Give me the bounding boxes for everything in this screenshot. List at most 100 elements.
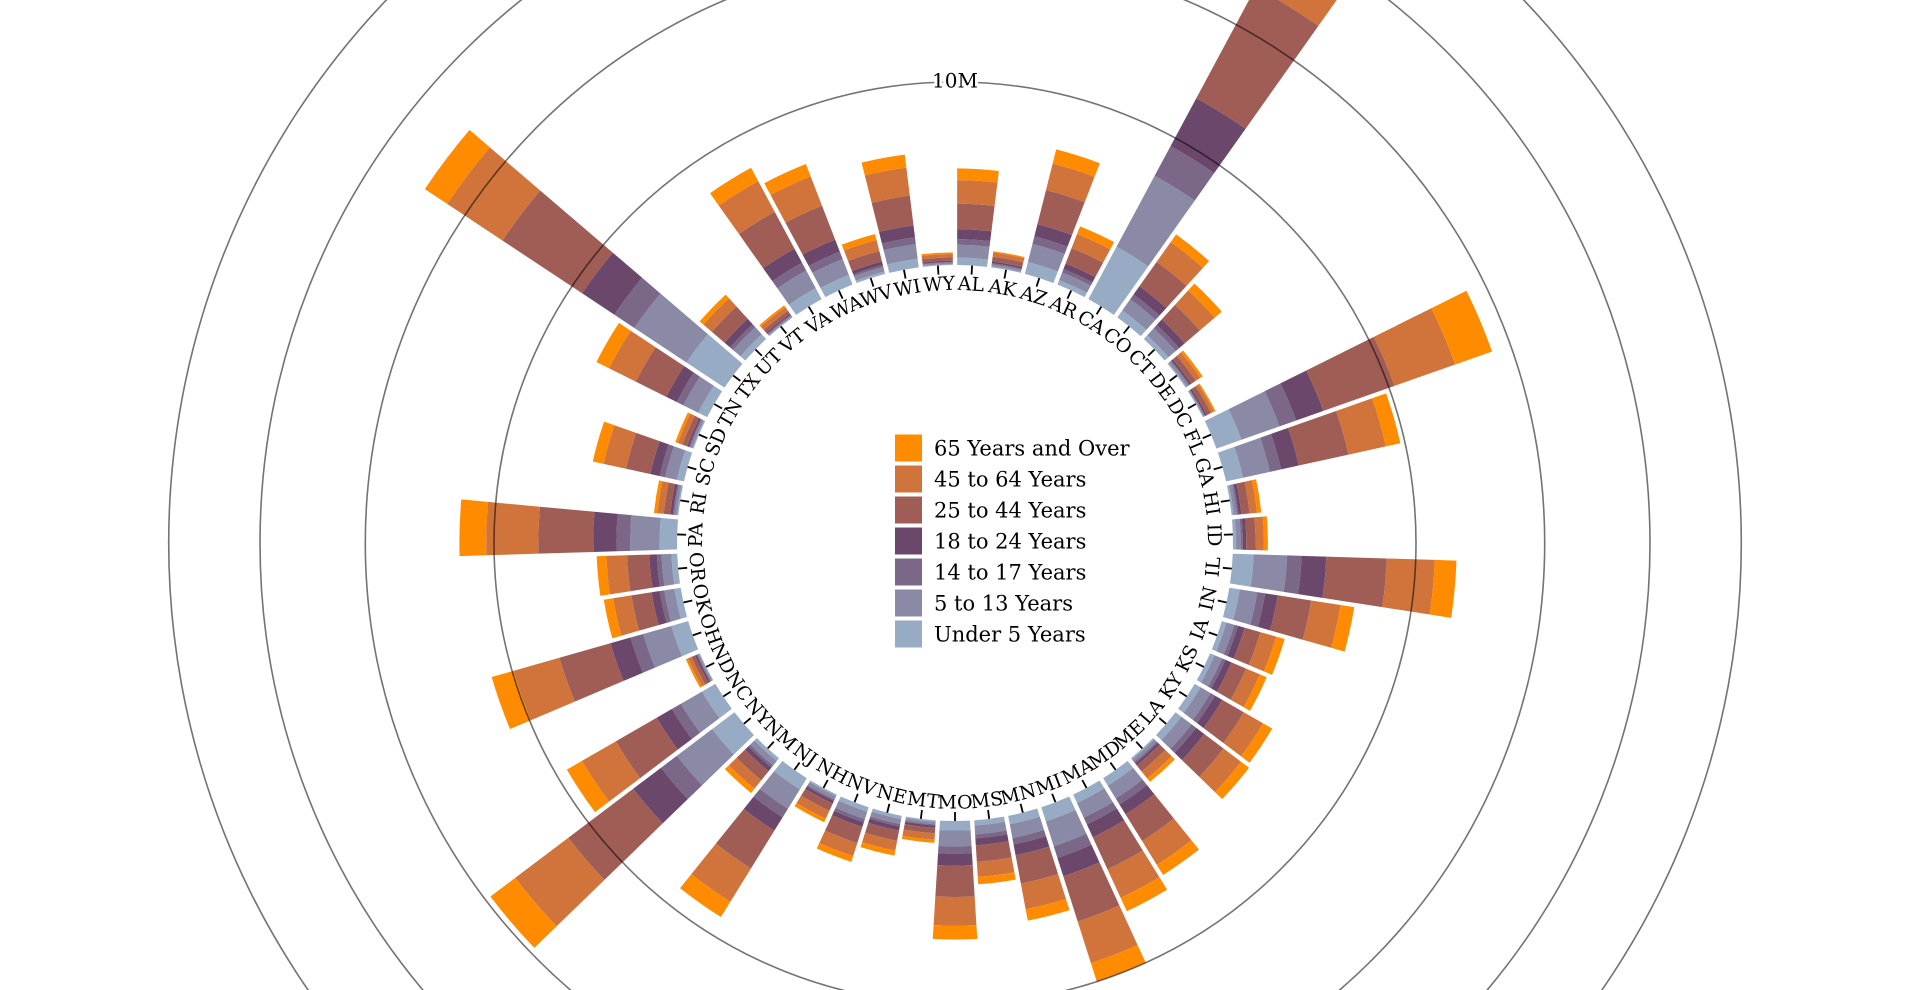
bar-segment-MA-14-to-17-years [1083,801,1117,825]
bar-segment-NE-18-to-24-years [868,818,900,831]
axis-tick-label-layer: 10M [929,66,981,96]
bar-segment-MI-5-to-13-years [1045,809,1087,847]
bar-segment-IN-under-5-years [1222,587,1240,620]
bar-segment-RI-18-to-24-years [670,483,678,515]
bar-segment-KS-65-years-and-over [1243,674,1267,711]
state-label-OK: OK [688,582,716,617]
bar-segment-SC-65-years-and-over [592,421,615,464]
state-tick-WV [869,277,875,287]
state-tick-CA [1095,306,1103,315]
bar-segment-ME-25-to-44-years [1136,744,1166,772]
bar-segment-NV-25-to-44-years [825,815,863,844]
bar-segment-NM-25-to-44-years [736,749,769,781]
bar-segment-WI-45-to-64-years [864,167,910,203]
bar-segment-MD-14-to-17-years [1115,779,1147,805]
bar-segment-ME-18-to-24-years [1135,742,1160,766]
bar-segment-MT-14-to-17-years [905,820,936,826]
bar-segment-OH-45-to-64-years [513,657,575,721]
state-tick-OK [683,599,693,604]
bar-segment-GA-5-to-13-years [1234,437,1270,478]
bar-segment-NM-5-to-13-years [750,740,777,766]
bar-segment-AK-45-to-64-years [992,252,1025,263]
bar-segment-FL-5-to-13-years [1228,391,1280,440]
state-label-MO: MO [937,792,972,814]
bar-segment-NE-5-to-13-years [870,811,902,825]
bar-segment-ID-under-5-years [1232,519,1236,550]
bar-segment-WV-45-to-64-years [843,239,880,261]
bar-segment-ND-5-to-13-years [697,653,713,682]
bar-segment-KS-under-5-years [1196,653,1215,683]
bar-segment-TX-18-to-24-years [582,252,643,315]
bar-segment-HI-under-5-years [1227,485,1234,516]
state-tick-MN [1019,803,1024,813]
bar-segment-TN-25-to-44-years [635,347,685,397]
bar-segment-NE-25-to-44-years [865,822,900,841]
bar-segment-SC-14-to-17-years [659,444,674,478]
bar-segment-CT-65-years-and-over [1188,283,1222,318]
bar-segment-NY-45-to-64-years [515,837,605,927]
bar-segment-OK-65-years-and-over [603,598,622,639]
legend-item-5-to-13-years: 5 to 13 Years [895,589,1073,617]
bar-segment-KY-25-to-44-years [1203,699,1244,743]
bar-segment-IL-14-to-17-years [1283,555,1302,595]
bar-segment-MO-45-to-64-years [933,896,977,926]
bar-segment-IL-5-to-13-years [1250,554,1288,592]
state-tick-IN [1217,599,1227,604]
bar-segment-PA-under-5-years [659,517,678,550]
bar-segment-GA-65-years-and-over [1372,393,1401,447]
state-tick-UT [754,348,763,357]
state-tick-NJ [793,762,801,771]
bar-segment-CA-5-to-13-years [1116,175,1195,267]
state-label-RI: RI [687,491,712,516]
bar-segment-FL-45-to-64-years [1373,308,1456,386]
state-label-NE: NE [874,780,909,809]
bar-segment-ND-65-years-and-over [685,658,702,688]
bar-segment-AR-14-to-17-years [1062,269,1093,286]
state-tick-VT [780,325,788,334]
bar-segment-WY-under-5-years [922,264,953,267]
bar-segment-UT-under-5-years [740,334,767,361]
bar-segment-RI-5-to-13-years [674,484,682,516]
bar-segment-OK-45-to-64-years [613,595,640,636]
bar-segment-DC-65-years-and-over [1198,383,1216,412]
bar-segment-ME-5-to-13-years [1132,739,1157,763]
state-label-SD: SD [701,425,732,460]
legend-label: 18 to 24 Years [934,530,1086,554]
state-tick-IL [1222,566,1232,570]
bar-segment-NJ-45-to-64-years [691,843,751,902]
bar-segment-OK-under-5-years [674,587,688,619]
state-label-ID: ID [1203,523,1226,546]
bar-segment-CA-25-to-44-years [1196,0,1319,129]
state-tick-HI [1220,499,1230,503]
bar-segment-NH-25-to-44-years [801,788,833,811]
bar-segment-IL-65-years-and-over [1429,559,1457,618]
bar-segment-RI-under-5-years [676,485,683,516]
bar-segment-NV-under-5-years [838,796,869,812]
bar-segment-OH-25-to-44-years [559,643,624,702]
legend-label: 25 to 44 Years [934,499,1086,523]
bar-segment-IN-65-years-and-over [1331,605,1355,652]
bar-segment-LA-18-to-24-years [1174,727,1205,761]
bar-segment-AZ-65-years-and-over [1052,149,1100,177]
state-label-IA: IA [1186,615,1214,643]
bar-segment-PA-25-to-44-years [538,506,595,554]
bar-segment-RI-14-to-17-years [672,484,679,515]
bar-segment-IA-5-to-13-years [1216,622,1235,655]
state-tick-OR [678,566,688,570]
bar-segment-NM-under-5-years [754,738,780,762]
bar-segment-NM-14-to-17-years [748,744,774,768]
state-tick-SC [687,466,697,471]
state-tick-MA [1081,779,1088,789]
state-label-FL: FL [1178,426,1208,459]
bar-segment-MI-65-years-and-over [1090,945,1146,982]
bar-segment-DE-65-years-and-over [1180,350,1203,378]
bar-segment-UT-65-years-and-over [699,294,729,325]
bar-segment-NY-18-to-24-years [633,767,688,824]
bar-segment-LA-14-to-17-years [1170,724,1197,753]
bar-segment-KS-45-to-64-years [1230,668,1260,708]
bar-segment-WI-5-to-13-years [883,244,918,265]
bar-segment-MA-5-to-13-years [1076,788,1113,818]
legend-swatch [895,434,922,462]
bar-segment-ND-18-to-24-years [694,654,711,683]
bar-segment-AR-18-to-24-years [1063,263,1096,283]
